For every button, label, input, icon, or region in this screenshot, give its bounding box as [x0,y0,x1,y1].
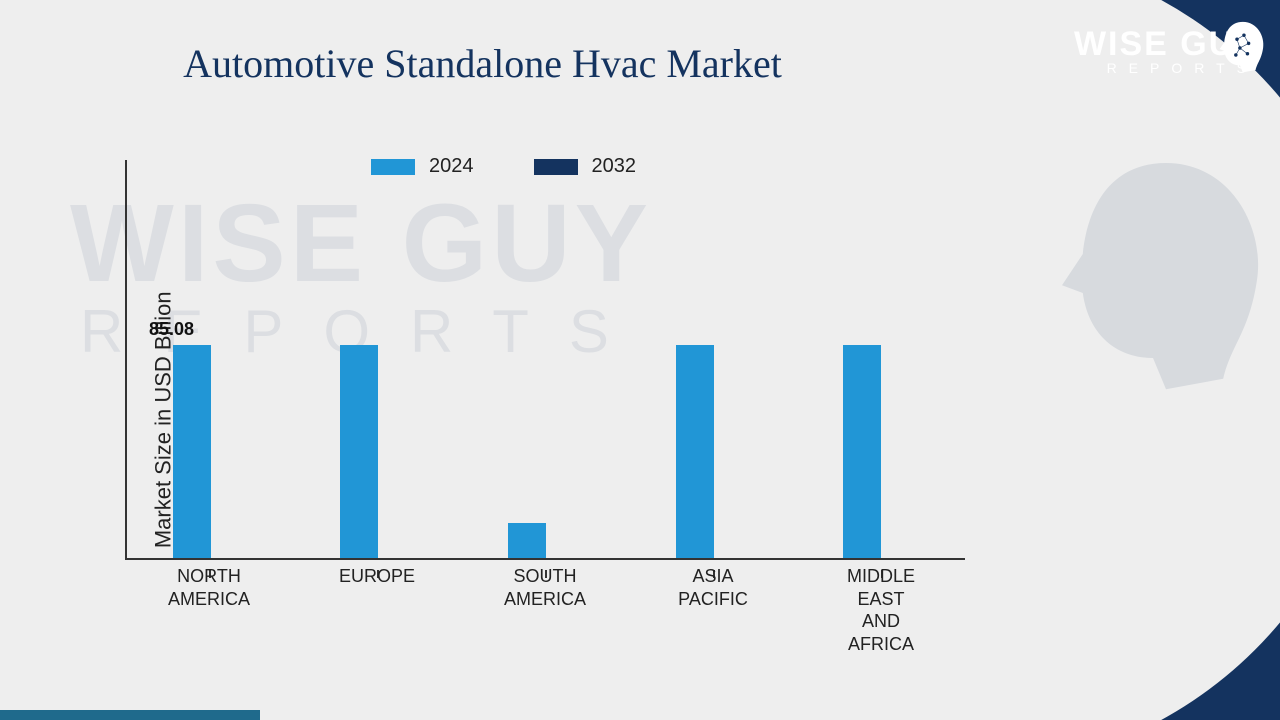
x-axis-label: ASIAPACIFIC [629,565,797,655]
brand-logo: WISE GUY REPORTS [1000,25,1260,76]
bar [676,345,714,558]
bar-group: 85.08 [173,188,249,558]
bar [508,523,546,558]
bar [714,188,752,558]
plot-area: 85.08 [125,160,965,560]
x-axis-label: NORTHAMERICA [125,565,293,655]
right-panel: WISE GUY REPORTS [965,0,1280,720]
bar [211,188,249,558]
x-axis-label: MIDDLEEASTANDAFRICA [797,565,965,655]
bar-group [676,188,752,558]
bar-groups: 85.08 [127,160,965,558]
bar [546,498,584,558]
bottom-accent-strip [0,710,260,720]
brand-head-icon [1208,19,1266,77]
page-title: Automotive Standalone Hvac Market [0,40,965,87]
bar [843,345,881,558]
bar-group [340,188,416,558]
bar [378,188,416,558]
bar [340,345,378,558]
bar-chart: Market Size in USD Billion 2024 2032 85.… [95,160,965,690]
bar-group [508,498,584,558]
bar-value-label: 85.08 [149,319,194,340]
bar [173,345,211,558]
canvas: WISE GUY REPORTS Automotive Standalone H… [0,0,1280,720]
bar-group [843,188,919,558]
bar [881,188,919,558]
x-axis-labels: NORTHAMERICAEUROPESOUTHAMERICAASIAPACIFI… [125,565,965,655]
x-axis-label: SOUTHAMERICA [461,565,629,655]
x-axis-label: EUROPE [293,565,461,655]
